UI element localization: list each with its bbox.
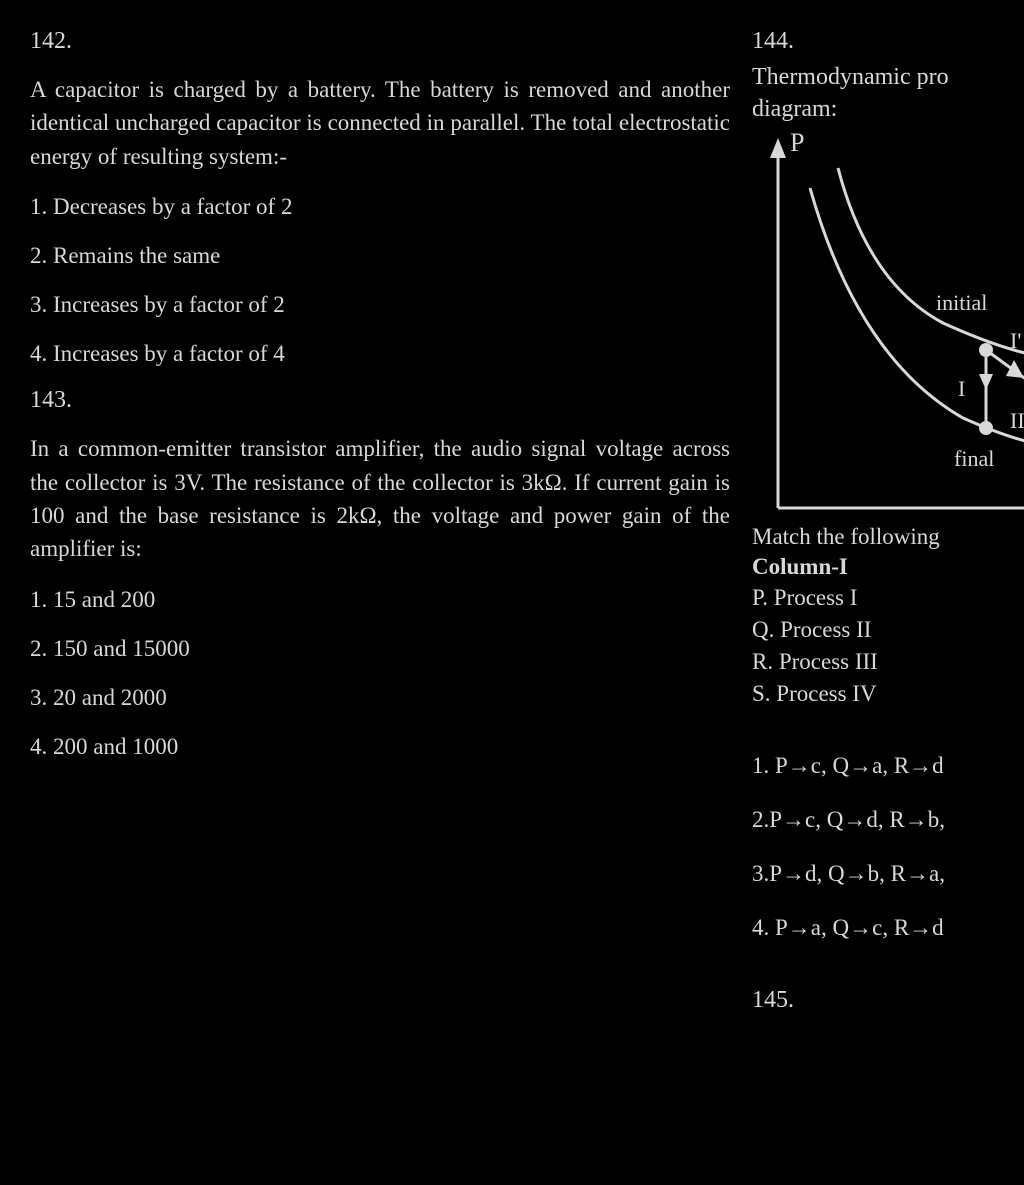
q142-opt-3: 3. Increases by a factor of 2	[30, 289, 730, 320]
q142-opt-1: 1. Decreases by a factor of 2	[30, 191, 730, 222]
q144-ans-2: 2.P→c, Q→d, R→b,	[752, 807, 1024, 833]
proc-p: P. Process I	[752, 582, 1024, 614]
q142-text: A capacitor is charged by a battery. The…	[30, 73, 730, 173]
q142-opt-2: 2. Remains the same	[30, 240, 730, 271]
q143-opt-4: 4. 200 and 1000	[30, 731, 730, 762]
axis-label-p: P	[790, 128, 804, 158]
q144-line2: diagram:	[752, 93, 1024, 125]
pv-diagram: P initial final I II I'	[748, 128, 1024, 518]
q145-number: 145.	[752, 987, 1024, 1014]
proc-q: Q. Process II	[752, 614, 1024, 646]
proc-r: R. Process III	[752, 646, 1024, 678]
q144-answers: 1. P→c, Q→a, R→d 2.P→c, Q→d, R→b, 3.P→d,…	[752, 753, 1024, 941]
proc-s: S. Process IV	[752, 678, 1024, 710]
match-block: Match the following Column-I P. Process …	[752, 524, 1024, 711]
label-i: I	[958, 376, 965, 402]
label-final: final	[954, 446, 994, 472]
q144-number: 144.	[752, 28, 1024, 55]
q142-opt-4: 4. Increases by a factor of 4	[30, 338, 730, 369]
q142-options: 1. Decreases by a factor of 2 2. Remains…	[30, 191, 730, 369]
page: 142. A capacitor is charged by a battery…	[0, 0, 1024, 1185]
right-column: 144. Thermodynamic pro diagram:	[752, 28, 1024, 1014]
q144-ans-3: 3.P→d, Q→b, R→a,	[752, 861, 1024, 887]
q142-number: 142.	[30, 28, 730, 55]
q143-options: 1. 15 and 200 2. 150 and 15000 3. 20 and…	[30, 584, 730, 762]
column-1-header: Column-I	[752, 554, 1024, 580]
q143-number: 143.	[30, 387, 730, 414]
label-i-prime: I'	[1010, 328, 1021, 354]
left-column: 142. A capacitor is charged by a battery…	[30, 28, 730, 780]
q144-line1: Thermodynamic pro	[752, 61, 1024, 93]
label-ii: II	[1010, 408, 1024, 434]
q144-ans-1: 1. P→c, Q→a, R→d	[752, 753, 1024, 779]
q143-block: 143. In a common-emitter transistor ampl…	[30, 387, 730, 762]
q143-text: In a common-emitter transistor amplifier…	[30, 432, 730, 565]
q143-opt-1: 1. 15 and 200	[30, 584, 730, 615]
label-initial: initial	[936, 290, 987, 316]
q143-opt-3: 3. 20 and 2000	[30, 682, 730, 713]
q143-opt-2: 2. 150 and 15000	[30, 633, 730, 664]
match-title: Match the following	[752, 524, 1024, 550]
q144-ans-4: 4. P→a, Q→c, R→d	[752, 915, 1024, 941]
